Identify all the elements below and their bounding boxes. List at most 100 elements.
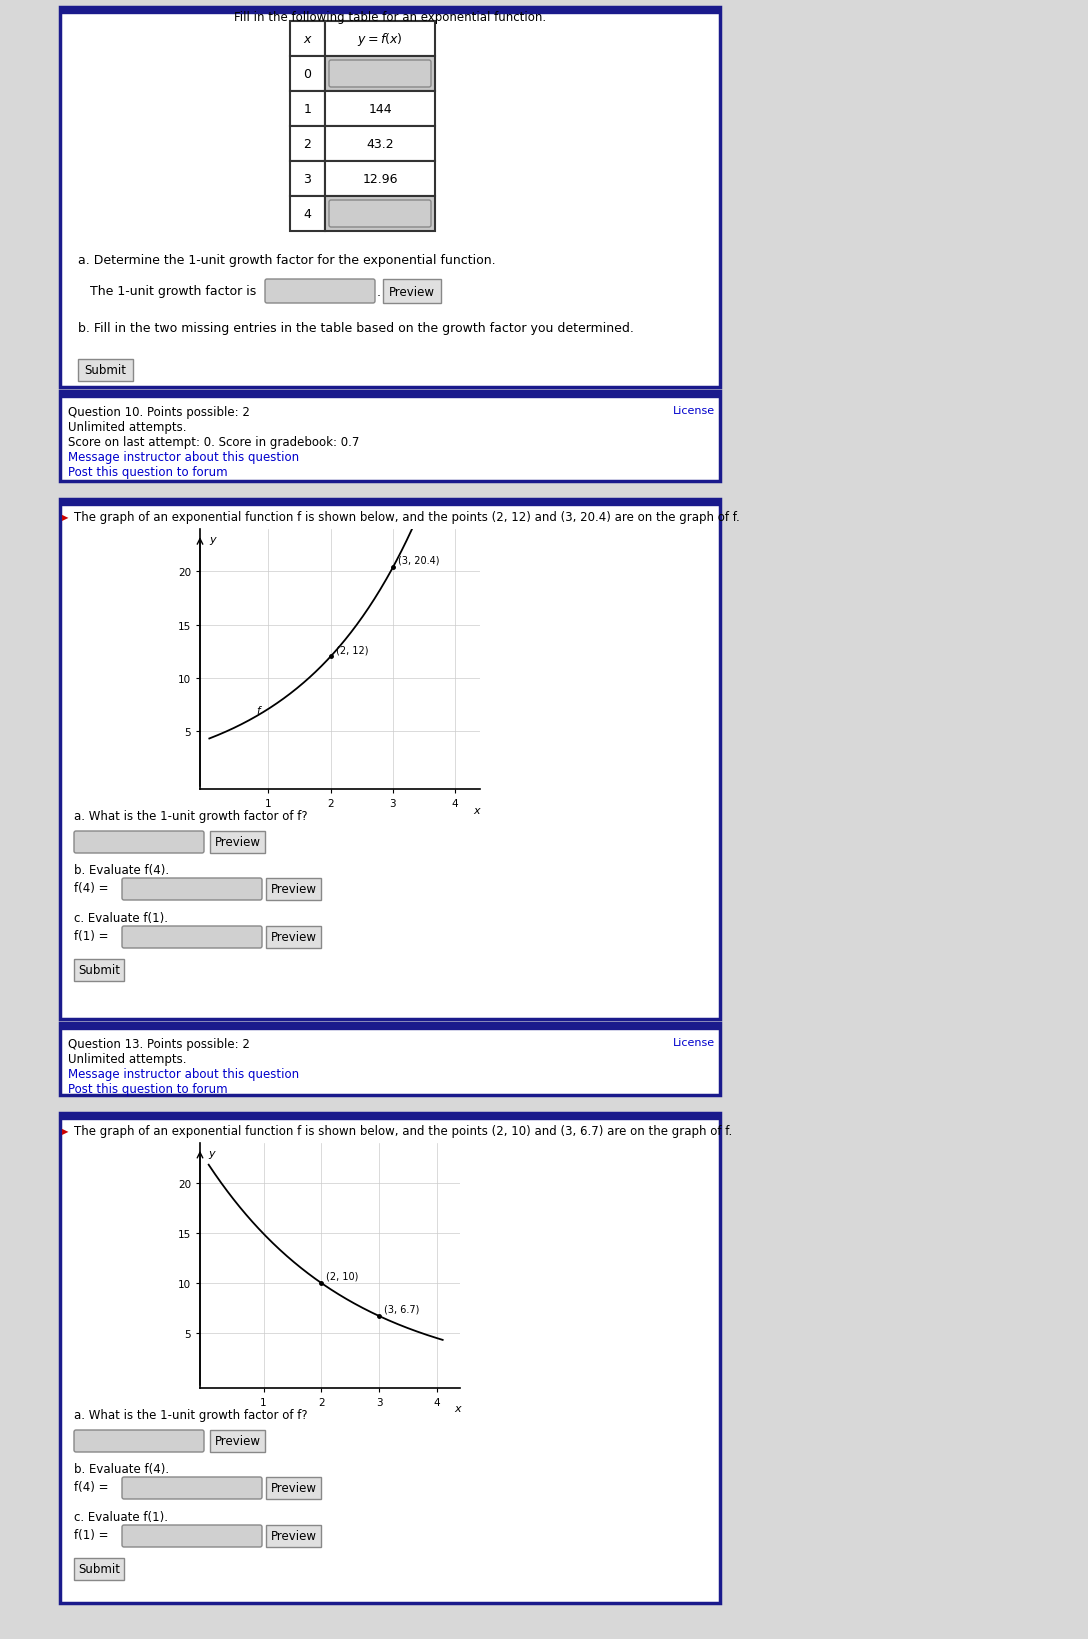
Bar <box>60 1113 720 1119</box>
Bar <box>74 1559 124 1580</box>
Bar <box>60 500 720 1019</box>
Bar <box>325 92 435 126</box>
Text: The graph of an exponential function f is shown below, and the points (2, 12) an: The graph of an exponential function f i… <box>74 511 740 524</box>
Bar <box>210 1431 265 1452</box>
Text: Submit: Submit <box>78 1562 120 1575</box>
Text: b. Fill in the two missing entries in the table based on the growth factor you d: b. Fill in the two missing entries in th… <box>78 321 634 334</box>
Text: Preview: Preview <box>214 836 260 849</box>
Text: b. Evaluate f(4).: b. Evaluate f(4). <box>74 864 169 877</box>
Text: Submit: Submit <box>78 964 120 977</box>
Text: ▶: ▶ <box>62 513 69 523</box>
Bar <box>60 500 720 506</box>
Text: y: y <box>209 1149 215 1159</box>
Text: The graph of an exponential function f is shown below, and the points (2, 10) an: The graph of an exponential function f i… <box>74 1124 732 1137</box>
Bar <box>265 1524 321 1547</box>
Text: Message instructor about this question: Message instructor about this question <box>67 451 299 464</box>
Text: Preview: Preview <box>271 931 317 944</box>
Bar <box>74 959 124 982</box>
Bar <box>325 57 435 92</box>
Bar <box>290 92 325 126</box>
Text: c. Evaluate f(1).: c. Evaluate f(1). <box>74 1510 168 1523</box>
Bar <box>290 126 325 162</box>
Text: y: y <box>209 534 215 546</box>
FancyBboxPatch shape <box>74 1431 205 1452</box>
Bar <box>60 1023 720 1029</box>
Text: Score on last attempt: 0. Score in gradebook: 0.7: Score on last attempt: 0. Score in grade… <box>67 436 359 449</box>
FancyBboxPatch shape <box>329 202 431 228</box>
Text: c. Evaluate f(1).: c. Evaluate f(1). <box>74 911 168 924</box>
Text: ▶: ▶ <box>62 1128 69 1136</box>
FancyBboxPatch shape <box>122 926 262 949</box>
Bar <box>60 392 720 482</box>
Bar <box>60 392 720 398</box>
Bar <box>60 1023 720 1095</box>
Bar <box>290 57 325 92</box>
Text: (3, 6.7): (3, 6.7) <box>384 1305 419 1314</box>
Text: (2, 12): (2, 12) <box>335 644 368 654</box>
Text: x: x <box>473 805 480 816</box>
Text: f(1) =: f(1) = <box>74 1528 109 1541</box>
Bar <box>325 21 435 57</box>
Text: Unlimited attempts.: Unlimited attempts. <box>67 1052 186 1065</box>
Text: .: . <box>378 285 381 298</box>
Text: 4: 4 <box>304 208 311 221</box>
Text: Preview: Preview <box>271 1529 317 1542</box>
Bar <box>383 280 441 303</box>
Text: $x$: $x$ <box>302 33 312 46</box>
Text: 1: 1 <box>304 103 311 116</box>
Bar <box>265 879 321 900</box>
Text: Preview: Preview <box>271 883 317 897</box>
Text: 43.2: 43.2 <box>367 138 394 151</box>
Text: (3, 20.4): (3, 20.4) <box>398 556 440 565</box>
Bar <box>265 926 321 949</box>
FancyBboxPatch shape <box>122 1477 262 1500</box>
Text: a. What is the 1-unit growth factor of f?: a. What is the 1-unit growth factor of f… <box>74 810 308 823</box>
Text: Submit: Submit <box>85 364 126 377</box>
Text: x: x <box>454 1403 460 1413</box>
Text: Preview: Preview <box>214 1434 260 1447</box>
Text: 12.96: 12.96 <box>362 172 398 185</box>
Text: Question 10. Points possible: 2: Question 10. Points possible: 2 <box>67 406 250 418</box>
Bar <box>290 162 325 197</box>
Text: 2: 2 <box>304 138 311 151</box>
Text: a. Determine the 1-unit growth factor for the exponential function.: a. Determine the 1-unit growth factor fo… <box>78 254 496 267</box>
Text: Unlimited attempts.: Unlimited attempts. <box>67 421 186 434</box>
Bar <box>325 162 435 197</box>
Bar <box>290 197 325 231</box>
FancyBboxPatch shape <box>265 280 375 303</box>
Bar <box>60 8 720 388</box>
Text: (2, 10): (2, 10) <box>326 1272 358 1282</box>
Text: Post this question to forum: Post this question to forum <box>67 465 227 479</box>
Text: Preview: Preview <box>390 285 435 298</box>
Bar <box>60 8 720 15</box>
Bar <box>60 1113 720 1603</box>
FancyBboxPatch shape <box>122 1524 262 1547</box>
Bar <box>78 361 133 382</box>
Text: f(1) =: f(1) = <box>74 929 109 942</box>
Bar <box>210 831 265 854</box>
Text: f(4) =: f(4) = <box>74 1480 109 1493</box>
Text: 0: 0 <box>304 67 311 80</box>
Bar <box>265 1477 321 1500</box>
Text: f: f <box>256 706 260 716</box>
Text: 3: 3 <box>304 172 311 185</box>
Text: f(4) =: f(4) = <box>74 882 109 895</box>
FancyBboxPatch shape <box>74 831 205 854</box>
FancyBboxPatch shape <box>329 61 431 89</box>
Text: Preview: Preview <box>271 1482 317 1495</box>
Text: a. What is the 1-unit growth factor of f?: a. What is the 1-unit growth factor of f… <box>74 1408 308 1421</box>
Text: Question 13. Points possible: 2: Question 13. Points possible: 2 <box>67 1037 250 1051</box>
Text: $y = f(x)$: $y = f(x)$ <box>357 31 403 48</box>
Text: Message instructor about this question: Message instructor about this question <box>67 1067 299 1080</box>
Text: License: License <box>672 1037 715 1047</box>
Bar <box>325 197 435 231</box>
Text: License: License <box>672 406 715 416</box>
Text: b. Evaluate f(4).: b. Evaluate f(4). <box>74 1462 169 1475</box>
FancyBboxPatch shape <box>122 879 262 900</box>
Bar <box>290 21 325 57</box>
Text: The 1-unit growth factor is: The 1-unit growth factor is <box>90 285 257 298</box>
Text: 144: 144 <box>368 103 392 116</box>
Text: Post this question to forum: Post this question to forum <box>67 1082 227 1095</box>
Text: Fill in the following table for an exponential function.: Fill in the following table for an expon… <box>234 11 546 25</box>
Bar <box>325 126 435 162</box>
